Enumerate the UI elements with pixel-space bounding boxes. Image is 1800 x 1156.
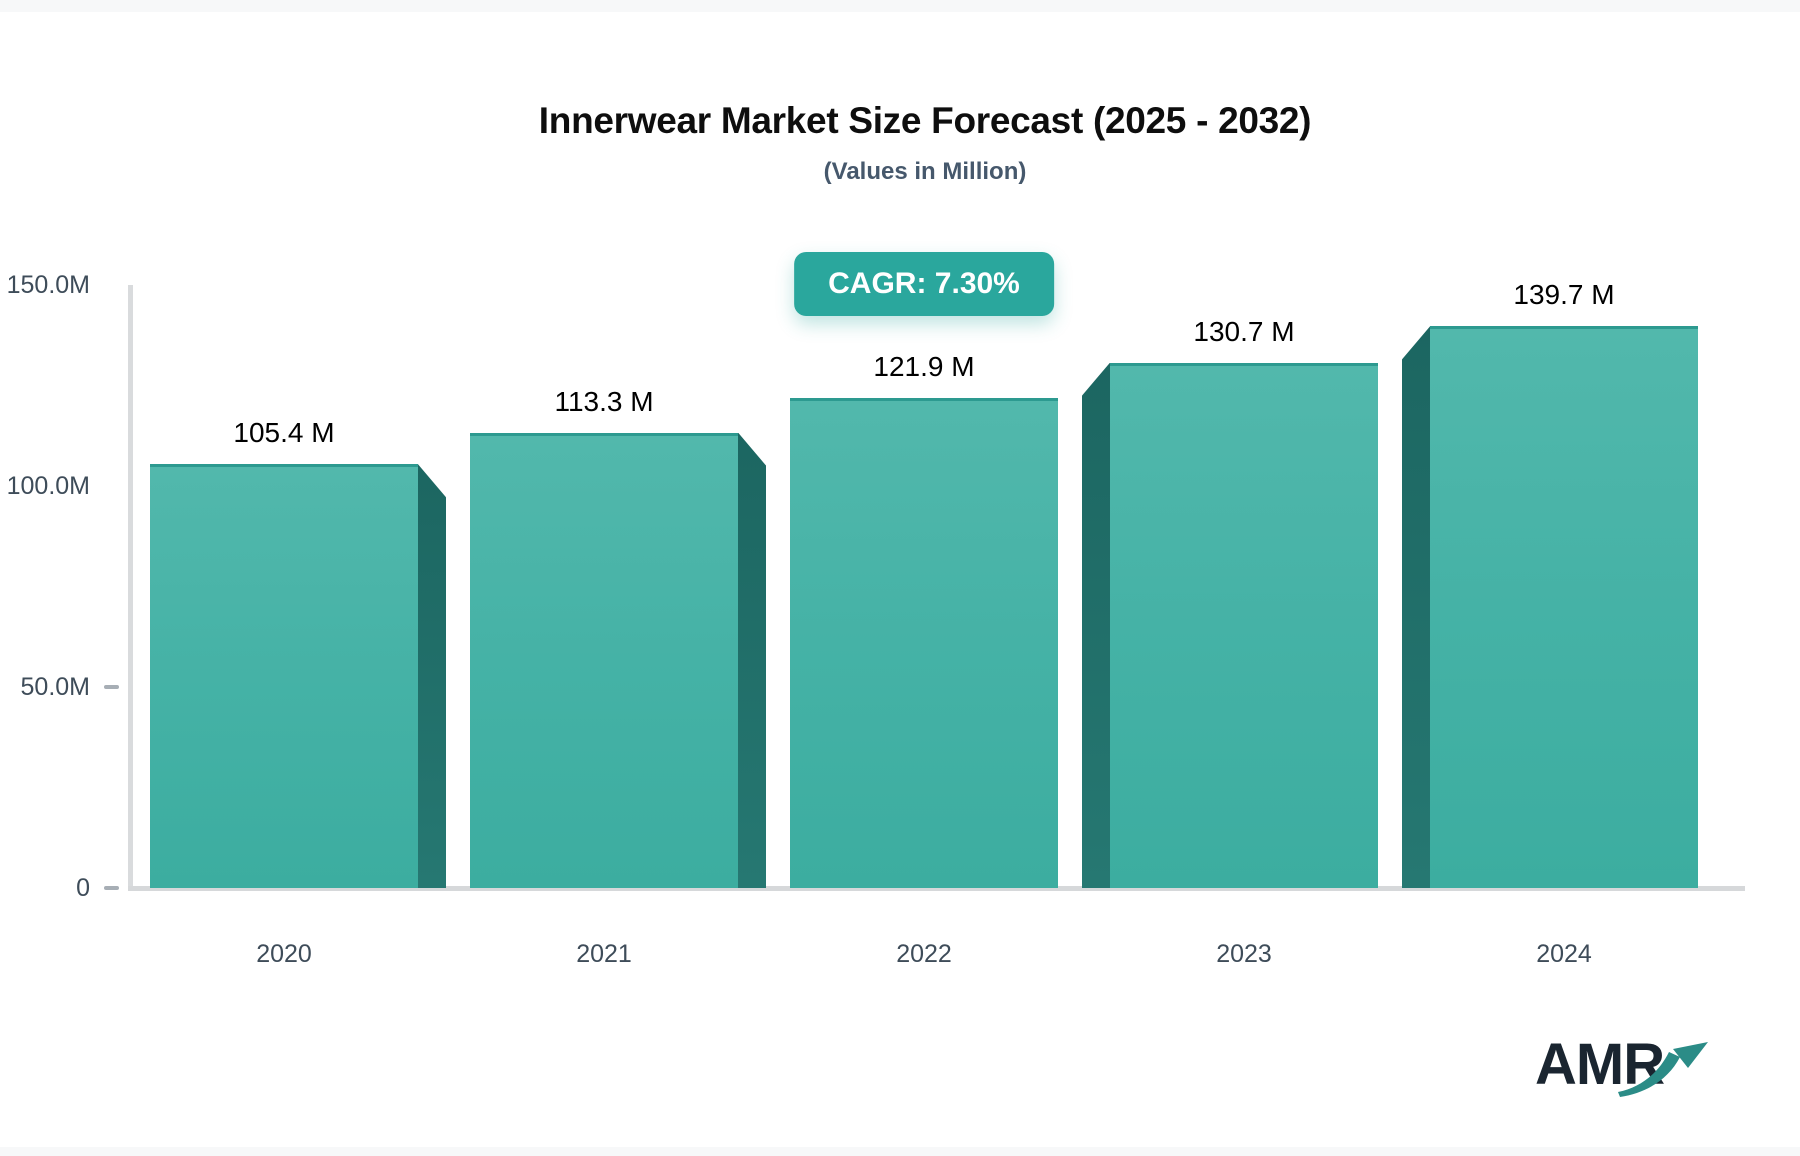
- bar-2023: [1110, 362, 1378, 888]
- chart-title: Innerwear Market Size Forecast (2025 - 2…: [538, 100, 1312, 141]
- x-axis-label: 2024: [1536, 940, 1592, 968]
- x-axis-label: 2021: [576, 940, 632, 968]
- chart-header: Innerwear Market Size Forecast (2025 - 2…: [130, 100, 1720, 186]
- bar-value-label: 139.7 M: [1513, 279, 1615, 311]
- bar-value-label: 105.4 M: [233, 417, 335, 449]
- top-border: [0, 0, 1800, 12]
- y-axis-line: [128, 285, 133, 891]
- bar-value-label: 130.7 M: [1193, 315, 1295, 347]
- bar-side-face: [1402, 326, 1430, 888]
- x-axis-label: 2022: [896, 940, 952, 968]
- growth-arrow-icon: [1618, 1042, 1709, 1097]
- bar-2020: [150, 464, 418, 888]
- bottom-border: [0, 1147, 1800, 1156]
- bar-side-face: [1082, 362, 1110, 888]
- chart-subtitle: (Values in Million): [823, 158, 1027, 185]
- bar-2024: [1430, 326, 1698, 888]
- y-axis-label: 0: [76, 874, 90, 902]
- cagr-badge: CAGR: 7.30%: [794, 252, 1054, 316]
- y-axis-label: 100.0M: [6, 472, 90, 500]
- x-axis-label: 2023: [1216, 940, 1272, 968]
- x-axis-line: [128, 886, 1745, 891]
- bar-2022: [790, 397, 1058, 888]
- bar-value-label: 113.3 M: [554, 385, 654, 417]
- y-axis-label: 50.0M: [20, 673, 90, 701]
- bar-2021: [470, 432, 738, 888]
- bar-value-label: 121.9 M: [873, 350, 975, 382]
- x-axis-label: 2020: [256, 940, 312, 968]
- bar-side-face: [418, 464, 446, 888]
- bar-side-face: [738, 432, 766, 888]
- amr-logo: AMR: [1535, 1036, 1710, 1100]
- y-axis-tick: [104, 886, 119, 890]
- y-axis-tick: [104, 685, 119, 689]
- y-axis-label: 150.0M: [6, 271, 90, 299]
